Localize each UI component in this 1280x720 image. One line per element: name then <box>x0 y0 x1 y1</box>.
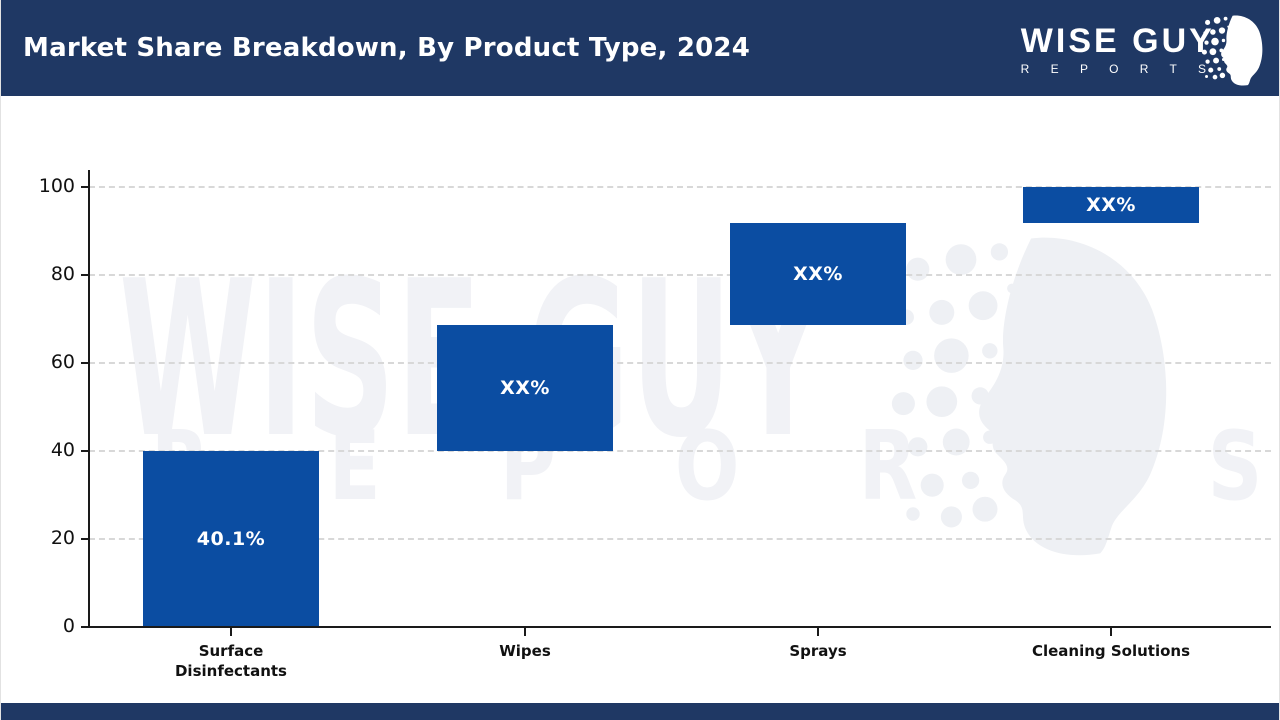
y-tick-100 <box>81 186 89 188</box>
brand-name: WISE GUY <box>1020 21 1215 60</box>
bar-wipes: XX% <box>437 325 613 451</box>
brand-logo-text: WISE GUY R E P O R T S <box>1020 21 1215 77</box>
bar-value-label: XX% <box>793 263 843 286</box>
x-label-surface-disinfectants: Surface Disinfectants <box>174 642 287 681</box>
bar-value-label: 40.1% <box>196 527 266 550</box>
bar-value-label: XX% <box>500 376 550 399</box>
brand-logo: WISE GUY R E P O R T S <box>1021 14 1265 86</box>
y-tick-60 <box>81 362 89 364</box>
dotted-face-logo-icon <box>1201 15 1263 86</box>
y-tick-label-100: 100 <box>38 175 75 197</box>
x-label-wipes: Wipes <box>499 642 551 660</box>
header-bar: Market Share Breakdown, By Product Type,… <box>1 0 1279 96</box>
x-label-cleaning-solutions: Cleaning Solutions <box>1031 642 1191 660</box>
y-tick-label-0: 0 <box>62 615 75 637</box>
x-tick-cleaning-solutions <box>1110 628 1112 636</box>
x-tick-wipes <box>524 628 526 636</box>
page-title: Market Share Breakdown, By Product Type,… <box>23 33 750 63</box>
bar-surface-disinfectants: 40.1% <box>143 450 319 627</box>
gridline-100 <box>89 186 1271 188</box>
x-axis-line <box>87 626 1271 628</box>
y-tick-80 <box>81 274 89 276</box>
bar-sprays: XX% <box>730 223 906 326</box>
brand-subtitle: R E P O R T S <box>1020 62 1215 77</box>
gridline-40 <box>89 450 1271 452</box>
x-label-sprays: Sprays <box>789 642 847 660</box>
bar-cleaning-solutions: XX% <box>1023 187 1199 224</box>
y-axis-line <box>88 170 90 628</box>
y-tick-0 <box>81 626 89 628</box>
x-tick-sprays <box>817 628 819 636</box>
y-tick-20 <box>81 538 89 540</box>
y-tick-label-20: 20 <box>50 527 75 549</box>
gridline-80 <box>89 274 1271 276</box>
bar-value-label: XX% <box>1086 194 1136 217</box>
y-tick-label-80: 80 <box>50 263 75 285</box>
y-tick-40 <box>81 450 89 452</box>
footer-bar <box>1 703 1279 720</box>
y-tick-label-40: 40 <box>50 439 75 461</box>
waterfall-chart: 0 20 40 60 80 100 40.1% XX% XX% XX% Surface Disinf… <box>1 96 1279 703</box>
gridline-60 <box>89 362 1271 364</box>
x-tick-surface-disinfectants <box>230 628 232 636</box>
y-tick-label-60: 60 <box>50 351 75 373</box>
gridline-20 <box>89 538 1271 540</box>
